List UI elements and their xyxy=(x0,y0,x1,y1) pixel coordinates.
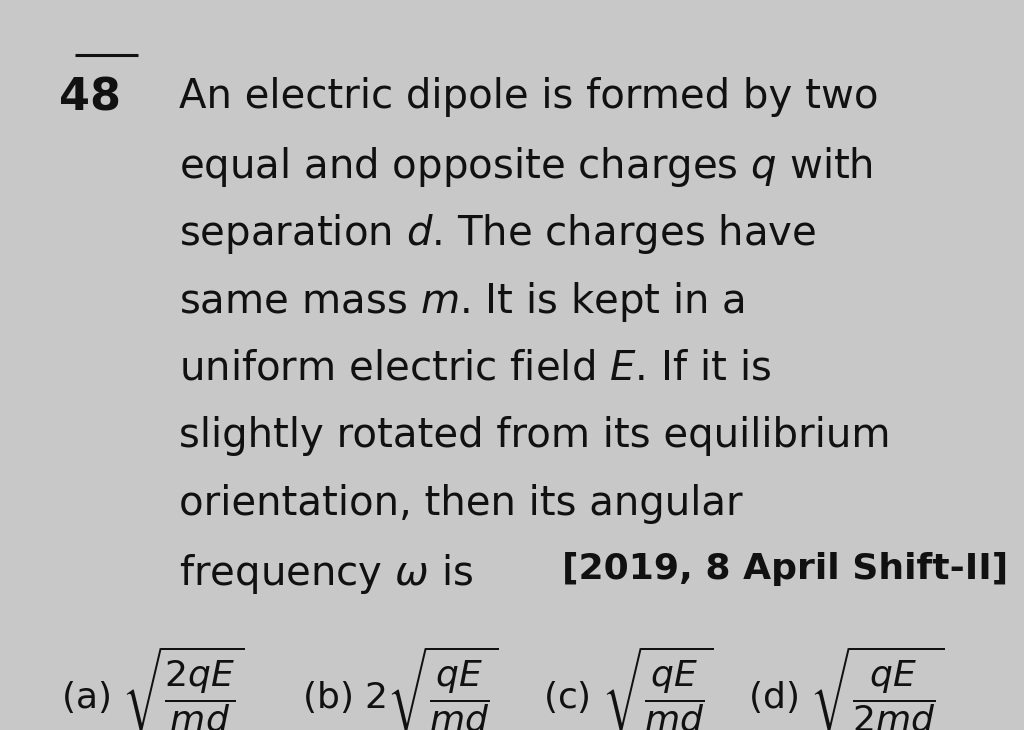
Text: orientation, then its angular: orientation, then its angular xyxy=(179,484,742,524)
Text: equal and opposite charges $q$ with: equal and opposite charges $q$ with xyxy=(179,145,873,188)
Text: (b) $2\sqrt{\dfrac{qE}{md}}$: (b) $2\sqrt{\dfrac{qE}{md}}$ xyxy=(302,644,499,730)
Text: (c) $\sqrt{\dfrac{qE}{md}}$: (c) $\sqrt{\dfrac{qE}{md}}$ xyxy=(543,644,714,730)
Text: [2019, 8 April Shift-II]: [2019, 8 April Shift-II] xyxy=(562,552,1009,586)
Text: slightly rotated from its equilibrium: slightly rotated from its equilibrium xyxy=(179,416,891,456)
Text: separation $d$. The charges have: separation $d$. The charges have xyxy=(179,212,816,256)
Text: same mass $m$. It is kept in a: same mass $m$. It is kept in a xyxy=(179,280,745,324)
Text: frequency $\omega$ is: frequency $\omega$ is xyxy=(179,552,473,596)
Text: 48: 48 xyxy=(59,77,122,120)
Text: An electric dipole is formed by two: An electric dipole is formed by two xyxy=(179,77,879,117)
Text: uniform electric field $E$. If it is: uniform electric field $E$. If it is xyxy=(179,348,771,388)
Text: (d) $\sqrt{\dfrac{qE}{2md}}$: (d) $\sqrt{\dfrac{qE}{2md}}$ xyxy=(748,644,944,730)
Text: (a) $\sqrt{\dfrac{2qE}{md}}$: (a) $\sqrt{\dfrac{2qE}{md}}$ xyxy=(61,644,245,730)
